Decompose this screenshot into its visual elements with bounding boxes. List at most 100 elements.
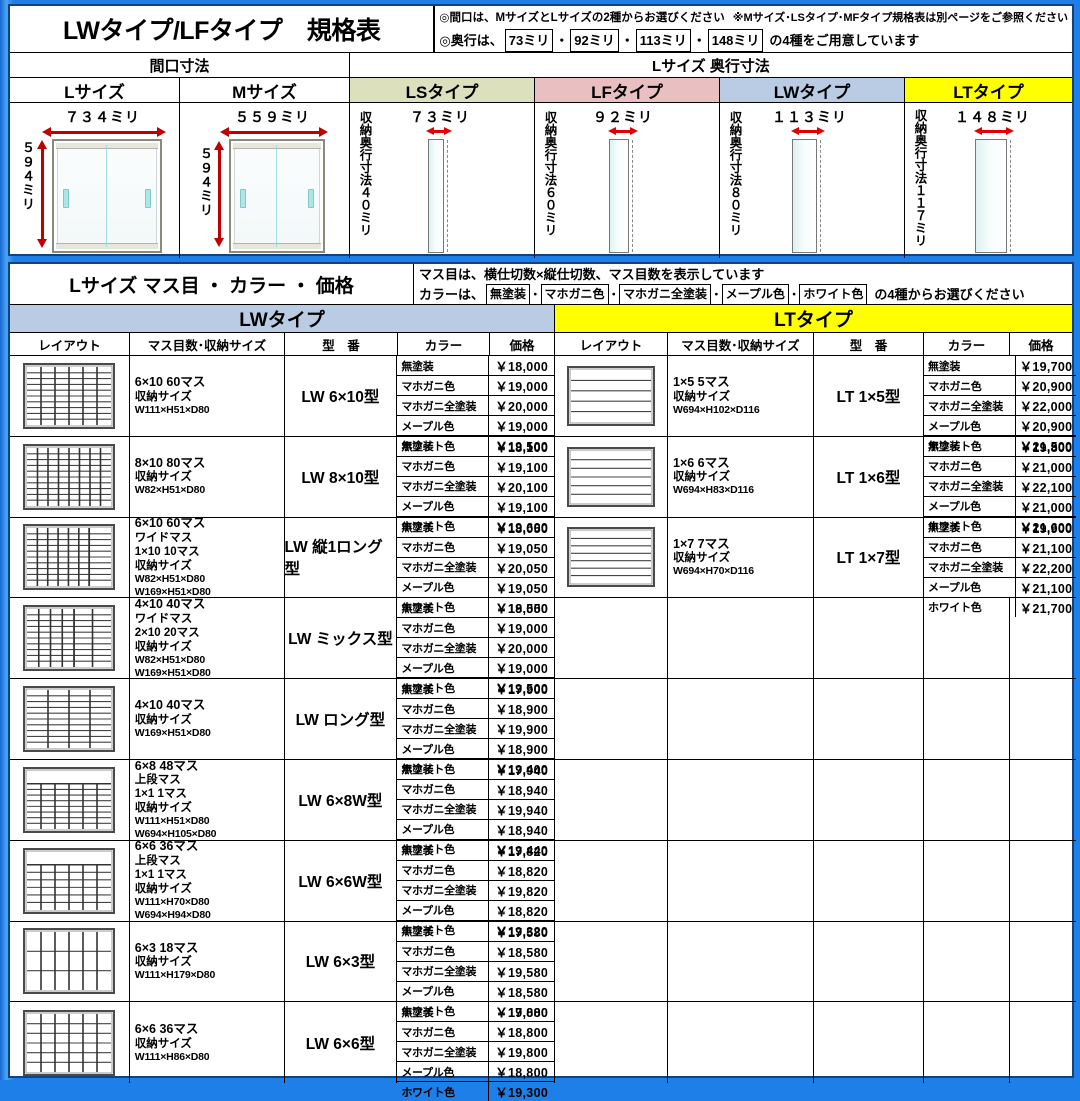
price-color-label: マホガニ色: [397, 779, 490, 799]
price-amount: ￥17,580: [495, 925, 549, 940]
figure-row: ７３４ミリ ５９４ミリ ５５９ミリ ５９４ミリ: [10, 102, 1072, 258]
row-color-price-cell: 無塗装 ￥17,800 マホガニ色 ￥18,800 マホガニ全塗装 ￥19,800 メープル…: [397, 1002, 555, 1101]
figure-LT-depth: 収納奥行寸法１１７ミリ １４８ミリ: [905, 103, 1072, 258]
header-notes: ◎間口は、MサイズとLサイズの2種からお選びください ※Mサイズ･LSタイプ･M…: [435, 6, 1072, 52]
price-line: マホガニ色 ￥19,000: [397, 618, 555, 639]
price-amount: ￥19,000: [495, 380, 549, 394]
row-layout-thumbnail: [10, 1002, 130, 1084]
L-height-arrow: [37, 140, 47, 248]
LS-depth-arrow: [426, 127, 452, 135]
empty-spec-cell: [668, 679, 814, 759]
empty-color-cell: [924, 679, 1010, 759]
price-color-label: 無塗装: [397, 921, 490, 941]
table-row[interactable]: 6×10 60マス 収納サイズ W111×H51×D80 LW 6×10型 無塗装 ￥18…: [10, 356, 555, 455]
row-layout-thumbnail: [10, 840, 130, 921]
price-line: マホガニ色 ￥21,100: [924, 537, 1076, 558]
depth-option-73: 73ミリ: [504, 29, 554, 52]
price-amount: ￥20,000: [495, 400, 549, 414]
table-row[interactable]: 1×5 5マス 収納サイズ W694×H102×D116 LT 1×5型 無塗装 ￥19,…: [555, 356, 1076, 455]
empty-spec-cell: [668, 840, 814, 921]
table-row[interactable]: 4×10 40マス ワイドマス 2×10 20マス 収納サイズ W82×H51×D80 W…: [10, 597, 555, 698]
price-line: 無塗装 ￥19,700: [924, 356, 1076, 376]
price-line: メープル色 ￥18,900: [397, 739, 555, 760]
price-line: ホワイト色 ￥21,700: [924, 597, 1076, 617]
row-color-price-cell: 無塗装 ￥17,580 マホガニ色 ￥18,580 マホガニ全塗装 ￥19,580 メープル…: [397, 921, 555, 1021]
empty-price-cell: [1010, 841, 1076, 921]
price-color-label: メープル色: [397, 900, 490, 920]
price-amount: ￥18,940: [495, 783, 549, 798]
price-line: メープル色 ￥18,940: [397, 819, 555, 840]
price-amount: ￥19,580: [495, 965, 549, 980]
row-spec-cell: 6×6 36マス 収納サイズ W111×H86×D80: [130, 1002, 285, 1084]
price-amount: ￥18,100: [495, 440, 549, 455]
table-row[interactable]: 4×10 40マス 収納サイズ W169×H51×D80 LW ロング型 無塗装 ￥17,…: [10, 679, 555, 779]
row-color-price-cell: 無塗装 ￥19,700 マホガニ色 ￥20,900 マホガニ全塗装 ￥22,000 メープル…: [924, 356, 1076, 455]
price-line: 無塗装 ￥19,900: [924, 517, 1076, 538]
price-color-label: マホガニ全塗装: [397, 476, 490, 496]
table-row-empty: [555, 759, 1076, 841]
LS-depth-panel: [428, 139, 448, 253]
figure-LF-depth: 収納奥行寸法６０ミリ ９２ミリ: [535, 103, 720, 258]
row-color-price-cell: 無塗装 ￥17,940 マホガニ色 ￥18,940 マホガニ全塗装 ￥19,940 メープル…: [397, 759, 555, 859]
LT-inner-depth-label: 収納奥行寸法１１７ミリ: [912, 109, 927, 247]
row-layout-thumbnail: [555, 356, 668, 436]
row-spec-cell: 4×10 40マス 収納サイズ W169×H51×D80: [130, 679, 285, 759]
col-lw-layout: レイアウト: [10, 333, 130, 355]
price-line: マホガニ全塗装 ￥20,000: [397, 638, 555, 659]
price-amount: ￥19,300: [495, 1086, 549, 1101]
price-color-label: 無塗装: [924, 517, 1016, 537]
M-cabinet-top-rail: [233, 143, 321, 149]
note-line-1: ◎間口は、MサイズとLサイズの2種からお選びください ※Mサイズ･LSタイプ･M…: [439, 8, 1068, 29]
table-row[interactable]: 8×10 80マス 収納サイズ W82×H51×D80 LW 8×10型 無塗装 ￥18,…: [10, 436, 555, 536]
price-line: マホガニ色 ￥18,820: [397, 860, 555, 881]
L-cabinet-top-rail: [56, 143, 158, 149]
type-LT: LTタイプ: [905, 78, 1072, 102]
empty-model-cell: [814, 598, 924, 679]
price-line: メープル色 ￥20,900: [924, 416, 1076, 436]
LT-depth-label: １４８ミリ: [955, 109, 1030, 125]
column-header-row: レイアウト マス目数･収納サイズ 型 番 カラー 価格 レイアウト マス目数･収…: [10, 333, 1072, 356]
table-row[interactable]: 6×3 18マス 収納サイズ W111×H179×D80 LW 6×3型 無塗装 ￥17,…: [10, 921, 555, 1021]
price-color-label: マホガニ全塗装: [397, 719, 490, 739]
row-layout-thumbnail: [10, 436, 130, 517]
LF-depth-dashed-edge: [632, 140, 633, 252]
price-amount: ￥19,600: [495, 520, 549, 535]
price-color-label: 無塗装: [924, 436, 1016, 456]
table-row[interactable]: 6×10 60マス ワイドマス 1×10 10マス 収納サイズ W82×H51×D80 W…: [10, 516, 555, 617]
table-row[interactable]: 1×7 7マス 収納サイズ W694×H70×D116 LT 1×7型 無塗装 ￥19,9…: [555, 517, 1076, 617]
row-model-cell: LW 6×8W型: [285, 759, 398, 840]
price-color-label: メープル色: [397, 1062, 490, 1082]
lw-table: 6×10 60マス 収納サイズ W111×H51×D80 LW 6×10型 無塗装 ￥18…: [10, 356, 555, 1101]
col-lt-price: 価格: [1028, 338, 1054, 353]
note-2-suffix: の4種をご用意しています: [769, 33, 920, 48]
price-color-label: 無塗装: [397, 679, 490, 699]
price-line: メープル色 ￥18,580: [397, 981, 555, 1002]
price-line: 無塗装 ￥17,800: [397, 1002, 555, 1023]
table-row[interactable]: 6×6 36マス 収納サイズ W111×H86×D80 LW 6×6型 無塗装 ￥17,8…: [10, 1002, 555, 1101]
table-row[interactable]: 6×6 36マス 上段マス 1×1 1マス 収納サイズ W111×H70×D80 W694…: [10, 839, 555, 940]
price-line: 無塗装 ￥19,800: [924, 436, 1076, 457]
table-row[interactable]: 6×8 48マス 上段マス 1×1 1マス 収納サイズ W111×H51×D80 W694…: [10, 759, 555, 859]
price-line: マホガニ全塗装 ￥19,900: [397, 719, 555, 740]
price-amount: ￥20,050: [495, 561, 549, 576]
row-model-cell: LT 1×5型: [814, 356, 924, 436]
price-color-label: マホガニ全塗装: [397, 638, 490, 658]
price-table-body: 6×10 60マス 収納サイズ W111×H51×D80 LW 6×10型 無塗装 ￥18…: [10, 356, 1076, 1101]
price-amount: ￥19,800: [1019, 440, 1073, 455]
price-color-label: マホガニ全塗装: [397, 557, 490, 577]
price-line: 無塗装 ￥18,000: [397, 598, 555, 619]
price-line: ホワイト色 ￥21,600: [924, 516, 1076, 536]
price-color-label: 無塗装: [397, 356, 490, 375]
M-height-label: ５９４ミリ: [198, 147, 213, 217]
price-line: メープル色 ￥19,100: [397, 496, 555, 517]
L-width-label: ７３４ミリ: [65, 109, 140, 125]
table-row[interactable]: 1×6 6マス 収納サイズ W694×H83×D116 LT 1×6型 無塗装 ￥19,8…: [555, 436, 1076, 536]
L-cabinet-handle-left: [63, 189, 69, 208]
price-amount: ￥22,200: [1019, 561, 1073, 576]
row-spec-cell: 6×3 18マス 収納サイズ W111×H179×D80: [130, 921, 285, 1002]
col-lt-layout: レイアウト: [555, 333, 668, 355]
LS-inner-depth-label: 収納奥行寸法４０ミリ: [357, 111, 372, 236]
row-model-cell: LT 1×6型: [814, 436, 924, 517]
price-color-label: ホワイト色: [397, 1082, 490, 1101]
price-amount: ￥19,100: [495, 460, 549, 475]
